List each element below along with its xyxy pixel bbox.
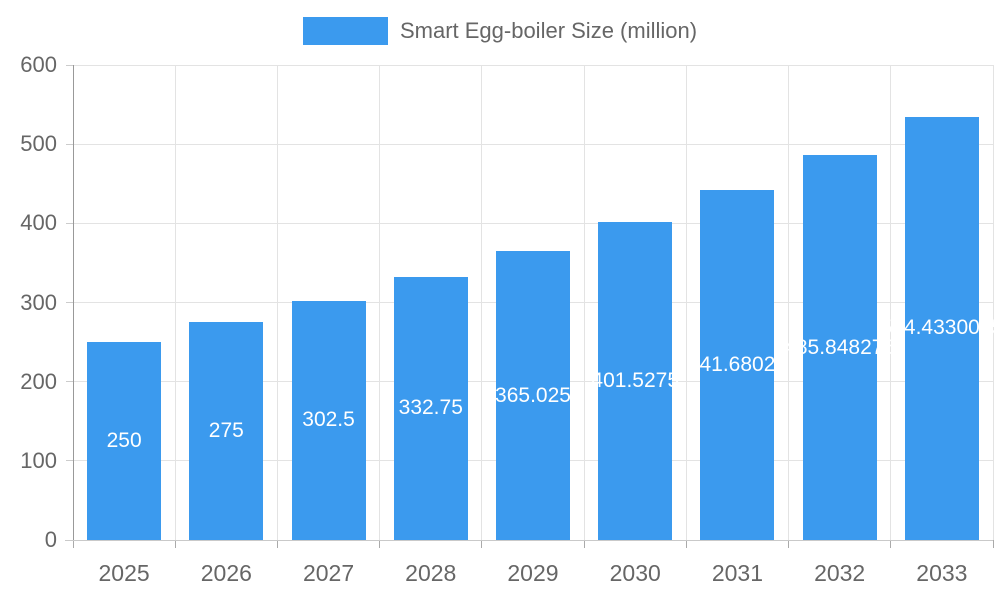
x-axis-tick	[788, 540, 790, 548]
x-axis-line	[65, 539, 993, 541]
gridline-x-8	[890, 65, 892, 540]
y-axis-label: 0	[44, 527, 57, 552]
x-axis-label-2032: 2032	[814, 560, 866, 586]
x-axis-label-2028: 2028	[405, 560, 457, 586]
bar-value-label-2028: 332.75	[398, 396, 463, 420]
gridline-x-5	[583, 65, 585, 540]
x-axis-tick	[481, 540, 483, 548]
x-axis-label-2031: 2031	[711, 560, 764, 586]
x-axis-label-2029: 2029	[507, 560, 559, 586]
bar-value-label-2033: 534.4330025	[880, 316, 1000, 340]
x-axis-tick	[72, 540, 74, 548]
legend-label: Smart Egg-boiler Size (million)	[399, 18, 698, 43]
gridline-y-600	[73, 64, 993, 66]
y-axis-line	[72, 65, 74, 540]
y-axis-label: 600	[20, 52, 57, 77]
x-axis-tick	[890, 540, 892, 548]
y-axis-tick	[66, 460, 73, 462]
y-axis-label: 500	[20, 131, 57, 157]
bar-2032[interactable]	[802, 155, 877, 540]
gridline-x-6	[685, 65, 687, 540]
x-axis-tick	[583, 540, 585, 548]
gridline-x-9	[992, 65, 994, 540]
y-axis-label: 300	[20, 289, 57, 315]
gridline-x-2	[276, 65, 278, 540]
bar-2028[interactable]	[393, 276, 468, 540]
bar-2026[interactable]	[189, 322, 264, 540]
bar-value-label-2029: 365.025	[495, 383, 571, 407]
bar-2029[interactable]	[496, 251, 570, 540]
gridline-x-3	[379, 65, 381, 540]
y-axis-label: 200	[20, 368, 57, 394]
x-axis-label-2030: 2030	[609, 560, 661, 586]
bar-value-label-2032: 485.848275	[784, 335, 896, 359]
y-axis-tick	[66, 64, 73, 66]
y-axis-tick	[66, 302, 73, 303]
bar-2030[interactable]	[598, 222, 673, 540]
y-axis-tick	[66, 143, 73, 145]
gridline-x-1	[174, 65, 176, 540]
bar-value-label-2030: 401.5275	[591, 369, 680, 393]
bar-2025[interactable]	[87, 342, 162, 540]
bar-value-label-2025: 250	[106, 429, 142, 453]
x-axis-label-2033: 2033	[916, 560, 968, 586]
x-axis-tick	[685, 540, 687, 548]
y-axis-label: 100	[20, 447, 57, 473]
x-axis-label-2026: 2026	[200, 560, 252, 586]
x-axis-label-2027: 2027	[302, 560, 355, 586]
x-axis-label-2025: 2025	[98, 560, 150, 586]
gridline-y-400	[73, 222, 993, 224]
y-axis-label: 400	[20, 210, 57, 236]
legend-swatch	[302, 17, 388, 45]
chart-legend[interactable]: Smart Egg-boiler Size (million)	[0, 16, 1000, 46]
x-axis-tick	[276, 540, 278, 548]
x-axis-tick	[992, 540, 994, 548]
plot-area: 0 100 200 300 400 500 600 250 275 302.5 332.75 365.…	[20, 52, 1000, 586]
x-axis-tick	[379, 540, 381, 548]
y-axis-tick	[66, 222, 73, 224]
x-axis-tick	[174, 540, 176, 548]
y-axis-tick	[66, 381, 73, 383]
bar-value-label-2031: 441.68025	[687, 353, 788, 377]
gridline-x-7	[788, 65, 790, 540]
bar-2033[interactable]	[904, 116, 979, 540]
bar-value-label-2027: 302.5	[302, 408, 355, 432]
gridline-y-500	[73, 143, 993, 145]
gridline-x-4	[481, 65, 483, 540]
bar-2027[interactable]	[291, 300, 366, 540]
bar-value-label-2026: 275	[208, 419, 244, 443]
bar-2031[interactable]	[700, 190, 775, 540]
